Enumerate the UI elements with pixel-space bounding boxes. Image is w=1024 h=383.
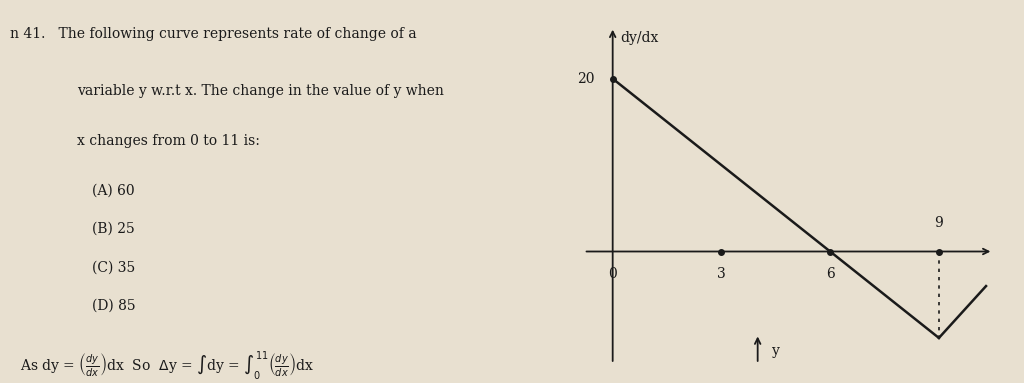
Text: 0: 0: [608, 267, 617, 281]
Text: 9: 9: [935, 216, 943, 230]
Text: dy/dx: dy/dx: [620, 31, 658, 45]
Text: y: y: [772, 344, 780, 358]
Text: As dy = $\left(\frac{dy}{dx}\right)$dx  So  $\Delta$y = $\int$dy = $\int_{0}^{11: As dy = $\left(\frac{dy}{dx}\right)$dx S…: [20, 349, 314, 381]
Text: (B) 25: (B) 25: [92, 222, 135, 236]
Text: 3: 3: [717, 267, 726, 281]
Text: x changes from 0 to 11 is:: x changes from 0 to 11 is:: [77, 134, 260, 148]
Text: (A) 60: (A) 60: [92, 184, 135, 198]
Text: (D) 85: (D) 85: [92, 299, 136, 313]
Text: variable y w.r.t x. The change in the value of y when: variable y w.r.t x. The change in the va…: [77, 84, 443, 98]
Text: (C) 35: (C) 35: [92, 260, 135, 275]
Text: n 41.   The following curve represents rate of change of a: n 41. The following curve represents rat…: [10, 27, 417, 41]
Text: 6: 6: [825, 267, 835, 281]
Text: 20: 20: [578, 72, 595, 86]
